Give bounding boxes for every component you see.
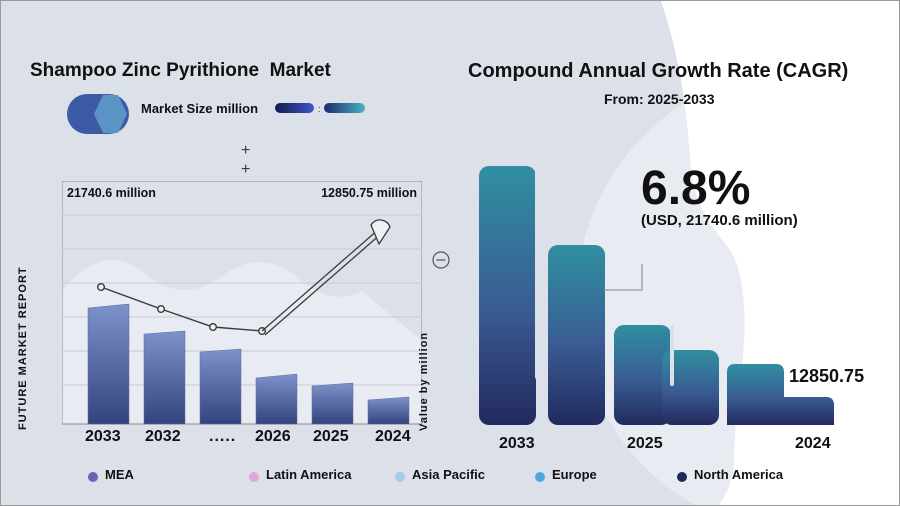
svg-text:21740.6 million: 21740.6 million <box>67 186 156 200</box>
svg-text:12850.75 million: 12850.75 million <box>321 186 417 200</box>
svg-text::: : <box>318 104 321 114</box>
